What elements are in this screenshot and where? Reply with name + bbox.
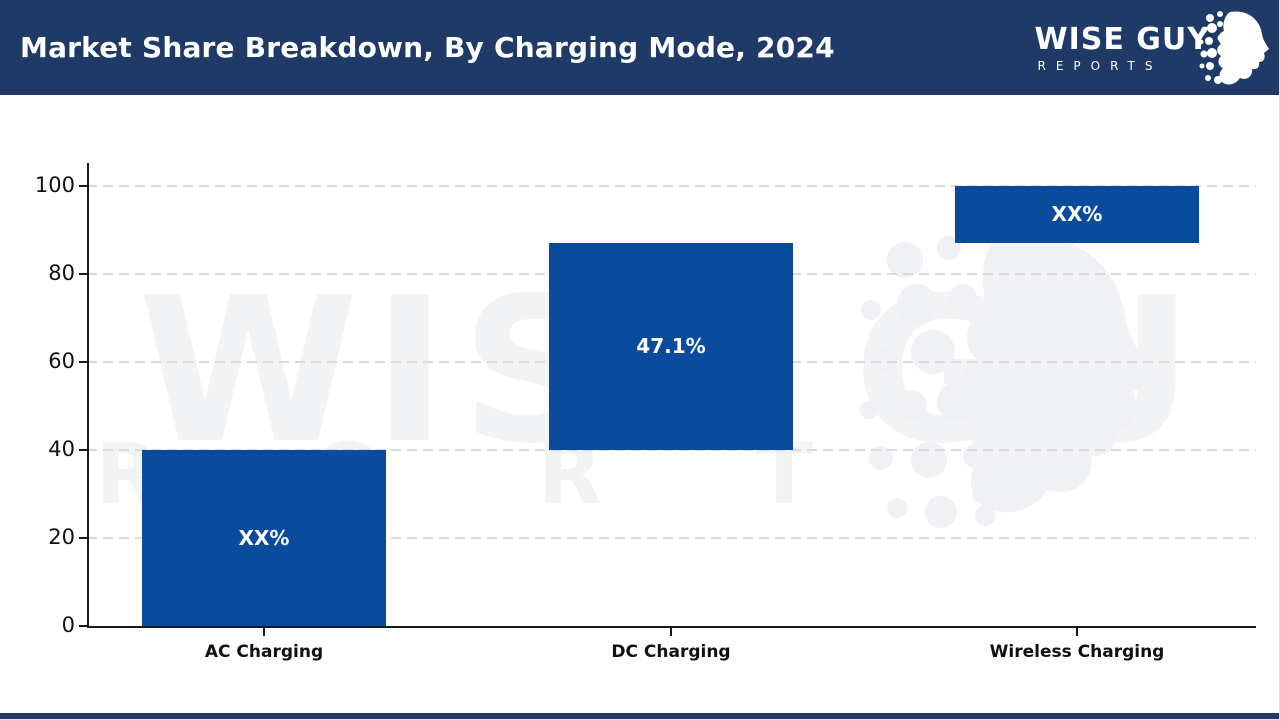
bar-wireless-charging xyxy=(955,186,1199,243)
y-tick-mark xyxy=(79,361,87,363)
y-tick-label: 40 xyxy=(48,437,75,461)
x-category-label: Wireless Charging xyxy=(989,642,1165,662)
bar-value-label: 47.1% xyxy=(636,334,706,359)
dotted-head-icon xyxy=(1198,11,1269,85)
x-category-label: AC Charging xyxy=(204,642,324,662)
y-tick-label: 100 xyxy=(34,173,75,197)
brand-logo-text: WISE GUY REPORTS xyxy=(1034,22,1210,74)
watermark-head-icon xyxy=(860,234,1155,528)
x-tick-mark xyxy=(263,628,265,636)
y-tick-mark xyxy=(79,537,87,539)
bar-ac-charging xyxy=(142,450,386,626)
brand-subname: REPORTS xyxy=(1037,59,1163,73)
brand-logo: WISE GUY REPORTS xyxy=(1034,8,1270,88)
y-tick-label: 60 xyxy=(48,349,75,373)
footer-bar xyxy=(0,713,1279,719)
x-tick-mark xyxy=(1076,628,1078,636)
y-tick-label: 20 xyxy=(48,525,75,549)
bar-value-label: XX% xyxy=(238,526,290,550)
y-tick-mark xyxy=(79,625,87,627)
x-category-label: DC Charging xyxy=(611,642,731,662)
x-tick-mark xyxy=(670,628,672,636)
bar-dc-charging xyxy=(549,242,793,450)
page-title: Market Share Breakdown, By Charging Mode… xyxy=(20,31,835,64)
y-axis-line xyxy=(87,163,89,628)
y-tick-label: 80 xyxy=(48,261,75,285)
gridline-y-20 xyxy=(87,537,1256,539)
y-tick-mark xyxy=(79,273,87,275)
gridline-y-100 xyxy=(87,185,1256,187)
y-tick-mark xyxy=(79,449,87,451)
y-tick-label: 0 xyxy=(61,613,75,637)
bar-value-label: XX% xyxy=(1051,202,1103,227)
y-tick-mark xyxy=(79,185,87,187)
header-bar: Market Share Breakdown, By Charging Mode… xyxy=(0,0,1279,95)
brand-name: WISE GUY xyxy=(1034,22,1210,57)
x-axis-line xyxy=(87,626,1256,628)
gridline-y-40 xyxy=(87,449,1256,451)
